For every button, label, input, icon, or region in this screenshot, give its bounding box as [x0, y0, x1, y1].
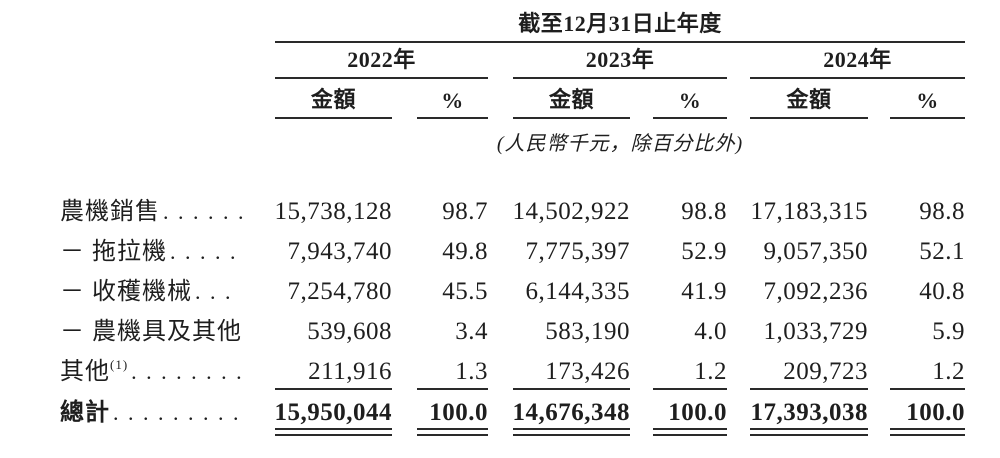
double-rule: [653, 428, 727, 436]
row-label: 其他 (1). . . . . . . .: [60, 357, 275, 390]
percent-cell: 41.9: [681, 278, 727, 305]
amount-cell: 7,775,397: [525, 238, 630, 265]
percent-cell: 52.9: [681, 238, 727, 265]
year-header-2024: 2024年: [750, 43, 965, 79]
double-rule: [750, 428, 868, 436]
row-label-text: 農機銷售: [60, 199, 160, 225]
percent-cell: 1.3: [417, 359, 488, 390]
amount-cell: 7,092,236: [763, 278, 868, 305]
units-note: (人民幣千元，除百分比外): [496, 133, 744, 155]
dot-leader: . . .: [195, 279, 233, 304]
total-amount-cell: 17,393,038: [750, 399, 868, 426]
row-label: 農機銷售. . . . . .: [60, 200, 275, 240]
amount-cell: 17,183,315: [750, 198, 868, 225]
year-header-2023: 2023年: [513, 43, 727, 79]
double-rule: [890, 428, 965, 436]
amount-cell: 209,723: [750, 359, 868, 390]
percent-cell: 98.8: [681, 198, 727, 225]
row-label-text: － 農機具及其他: [60, 319, 242, 345]
row-label-text: 其他: [60, 359, 110, 385]
amount-cell: 9,057,350: [763, 238, 868, 265]
percent-cell: 1.2: [653, 359, 727, 390]
percent-cell: 1.2: [890, 359, 965, 390]
row-label-text: － 拖拉機: [60, 239, 167, 265]
percent-cell: 52.1: [919, 238, 965, 265]
percent-cell: 49.8: [442, 238, 488, 265]
double-rule: [513, 428, 630, 436]
footnote-marker: (1): [110, 357, 129, 372]
total-amount-cell: 14,676,348: [512, 399, 630, 426]
amount-cell: 7,254,780: [287, 278, 392, 305]
table-title: 截至12月31日止年度: [275, 11, 965, 43]
amount-header-2023: 金額: [513, 79, 630, 119]
amount-cell: 14,502,922: [512, 198, 630, 225]
amount-cell: 173,426: [513, 359, 630, 390]
amount-cell: 1,033,729: [763, 318, 868, 345]
row-label: － 收穫機械. . .: [60, 280, 275, 320]
amount-header-2022: 金額: [275, 79, 392, 119]
dot-leader: . . . . . .: [163, 199, 246, 224]
total-percent-cell: 100.0: [906, 399, 965, 426]
percent-cell: 98.8: [919, 198, 965, 225]
amount-cell: 583,190: [545, 318, 630, 345]
year-header-2022: 2022年: [275, 43, 488, 79]
amount-cell: 211,916: [275, 359, 392, 390]
dot-leader: . . . . .: [170, 239, 238, 264]
total-percent-cell: 100.0: [429, 399, 488, 426]
amount-cell: 7,943,740: [287, 238, 392, 265]
double-rule: [417, 428, 488, 436]
percent-header-2022: %: [417, 79, 488, 119]
row-label-text: 總計: [60, 400, 110, 426]
percent-cell: 40.8: [919, 278, 965, 305]
amount-cell: 6,144,335: [525, 278, 630, 305]
percent-header-2023: %: [653, 79, 727, 119]
dot-leader: . . . . . . . . .: [113, 400, 241, 425]
total-percent-cell: 100.0: [668, 399, 727, 426]
amount-header-2024: 金額: [750, 79, 868, 119]
percent-cell: 45.5: [442, 278, 488, 305]
amount-cell: 539,608: [307, 318, 392, 345]
dot-leader: . . . . . . . .: [131, 359, 244, 384]
percent-cell: 5.9: [932, 318, 965, 345]
row-label: － 農機具及其他: [60, 320, 275, 360]
percent-cell: 3.4: [455, 318, 488, 345]
total-amount-cell: 15,950,044: [274, 399, 392, 426]
total-row-label: 總計. . . . . . . . .: [60, 390, 275, 428]
row-label: － 拖拉機. . . . .: [60, 240, 275, 280]
percent-header-2024: %: [890, 79, 965, 119]
double-rule: [275, 428, 392, 436]
financial-table: 截至12月31日止年度 2022年 2023年 2024年 金額 % 金額 % …: [60, 11, 965, 436]
amount-cell: 15,738,128: [274, 198, 392, 225]
percent-cell: 98.7: [442, 198, 488, 225]
row-label-text: － 收穫機械: [60, 279, 192, 305]
percent-cell: 4.0: [694, 318, 727, 345]
